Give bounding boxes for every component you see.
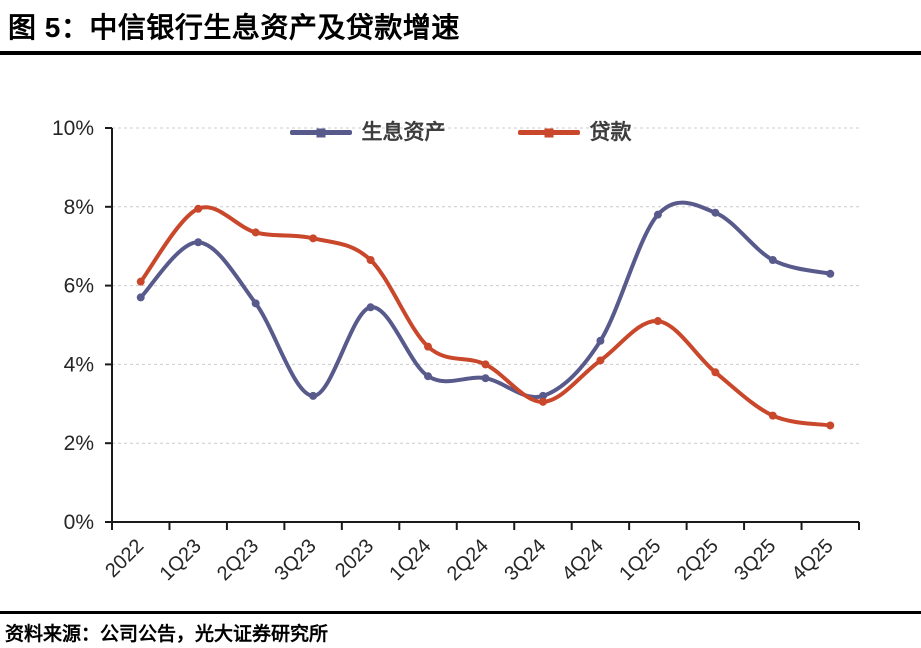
y-axis-label: 4%: [64, 353, 94, 376]
loans-data-point: [711, 368, 720, 377]
assets-data-point: [366, 303, 375, 312]
loans-data-point: [194, 204, 203, 213]
x-axis-label: 3Q24: [500, 535, 550, 585]
loans-data-point: [481, 360, 490, 369]
loans-data-point: [538, 397, 547, 406]
assets-data-point: [711, 208, 720, 217]
loans-data-point: [826, 421, 835, 430]
loans-series-line: [138, 205, 833, 428]
assets-data-point: [251, 299, 260, 308]
source-note: 资料来源：公司公告，光大证券研究所: [5, 624, 329, 645]
figure-title: 图 5：中信银行生息资产及贷款增速: [8, 12, 460, 43]
x-axis-label: 2Q24: [443, 535, 493, 585]
assets-data-point: [768, 255, 777, 264]
assets-data-point: [653, 210, 662, 219]
assets-data-point: [481, 374, 490, 383]
y-axis-label: 10%: [52, 117, 94, 140]
title-divider-rule: [0, 51, 921, 55]
x-axis-label: 2Q25: [673, 535, 723, 585]
x-axis-label: 3Q23: [270, 535, 320, 585]
assets-data-point: [309, 391, 318, 400]
x-axis-label: 2022: [101, 535, 148, 582]
assets-data-point: [136, 293, 145, 302]
loans-data-point: [136, 277, 145, 286]
x-axis-label: 4Q24: [558, 535, 608, 585]
assets-data-point: [826, 269, 835, 278]
x-axis-label: 1Q24: [385, 535, 435, 585]
loans-data-point: [768, 411, 777, 420]
footer-divider-rule: [0, 611, 921, 614]
y-axis-label: 6%: [64, 275, 94, 298]
loans-data-point: [653, 317, 662, 326]
x-axis-label: 3Q25: [730, 535, 780, 585]
loans-data-point: [309, 234, 318, 243]
x-axis-label: 4Q25: [788, 535, 838, 585]
x-axis-label: 1Q23: [156, 535, 206, 585]
y-axis-label: 0%: [64, 511, 94, 534]
loans-data-point: [366, 255, 375, 264]
assets-data-point: [596, 336, 605, 345]
loans-data-point: [251, 228, 260, 237]
y-axis-label: 8%: [64, 196, 94, 219]
x-axis-label: 2Q23: [213, 535, 263, 585]
loans-data-point: [424, 342, 433, 351]
assets-data-point: [424, 372, 433, 381]
x-axis-label: 2023: [331, 535, 378, 582]
x-axis-label: 1Q25: [615, 535, 665, 585]
assets-data-point: [194, 238, 203, 247]
loans-data-point: [596, 356, 605, 365]
assets-data-point: [538, 391, 547, 400]
y-axis-label: 2%: [64, 432, 94, 455]
